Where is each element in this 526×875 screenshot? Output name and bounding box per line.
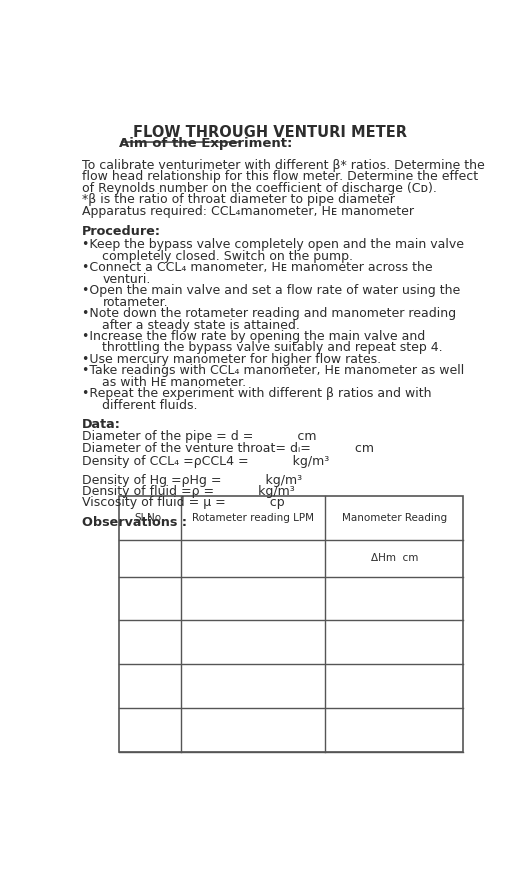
Text: Data:: Data: <box>82 418 121 431</box>
Text: •Note down the rotameter reading and manometer reading: •Note down the rotameter reading and man… <box>82 307 456 320</box>
Text: Apparatus required: CCL₄manometer, Hᴇ manometer: Apparatus required: CCL₄manometer, Hᴇ ma… <box>82 205 414 218</box>
Text: completely closed. Switch on the pump.: completely closed. Switch on the pump. <box>103 250 353 262</box>
Text: Density of fluid =ρ =           kg/m³: Density of fluid =ρ = kg/m³ <box>82 485 295 498</box>
Text: flow head relationship for this flow meter. Determine the effect: flow head relationship for this flow met… <box>82 171 478 184</box>
Text: venturi.: venturi. <box>103 273 151 286</box>
Text: Manometer Reading: Manometer Reading <box>342 513 447 522</box>
Text: *β is the ratio of throat diameter to pipe diameter: *β is the ratio of throat diameter to pi… <box>82 193 395 206</box>
Text: Density of Hg =ρHg =           kg/m³: Density of Hg =ρHg = kg/m³ <box>82 473 302 487</box>
Text: Viscosity of fluid = μ =           cp: Viscosity of fluid = μ = cp <box>82 496 285 509</box>
Text: throttling the bypass valve suitably and repeat step 4.: throttling the bypass valve suitably and… <box>103 341 443 354</box>
Text: Diameter of the pipe = d =           cm: Diameter of the pipe = d = cm <box>82 430 317 444</box>
Text: •Use mercury manometer for higher flow rates.: •Use mercury manometer for higher flow r… <box>82 353 381 366</box>
Text: ΔHm  cm: ΔHm cm <box>371 553 418 564</box>
Text: Diameter of the venture throat= dᵢ=           cm: Diameter of the venture throat= dᵢ= cm <box>82 442 374 455</box>
Text: •Take readings with CCL₄ manometer, Hᴇ manometer as well: •Take readings with CCL₄ manometer, Hᴇ m… <box>82 364 464 377</box>
Text: FLOW THROUGH VENTURI METER: FLOW THROUGH VENTURI METER <box>133 125 407 140</box>
Text: •Open the main valve and set a flow rate of water using the: •Open the main valve and set a flow rate… <box>82 284 460 298</box>
Text: To calibrate venturimeter with different β* ratios. Determine the: To calibrate venturimeter with different… <box>82 159 485 172</box>
Text: rotameter.: rotameter. <box>103 296 168 309</box>
Text: different fluids.: different fluids. <box>103 399 198 412</box>
Text: Observations :: Observations : <box>82 516 187 529</box>
Text: Aim of the Experiment:: Aim of the Experiment: <box>119 137 292 150</box>
Text: •Increase the flow rate by opening the main valve and: •Increase the flow rate by opening the m… <box>82 330 426 343</box>
Text: of Reynolds number on the coefficient of discharge (Cᴅ).: of Reynolds number on the coefficient of… <box>82 182 437 195</box>
Text: as with Hᴇ manometer.: as with Hᴇ manometer. <box>103 376 247 388</box>
Text: •Repeat the experiment with different β ratios and with: •Repeat the experiment with different β … <box>82 388 431 400</box>
Text: Sl.No.: Sl.No. <box>135 513 165 522</box>
Bar <box>119 496 463 752</box>
Text: Density of CCL₄ =ρCCL4 =           kg/m³: Density of CCL₄ =ρCCL4 = kg/m³ <box>82 455 329 468</box>
Text: Procedure:: Procedure: <box>82 225 161 238</box>
Text: Rotameter reading LPM: Rotameter reading LPM <box>192 513 314 522</box>
Text: after a steady state is attained.: after a steady state is attained. <box>103 318 300 332</box>
Text: •Connect a CCL₄ manometer, Hᴇ manometer across the: •Connect a CCL₄ manometer, Hᴇ manometer … <box>82 262 433 274</box>
Text: •Keep the bypass valve completely open and the main valve: •Keep the bypass valve completely open a… <box>82 238 464 251</box>
